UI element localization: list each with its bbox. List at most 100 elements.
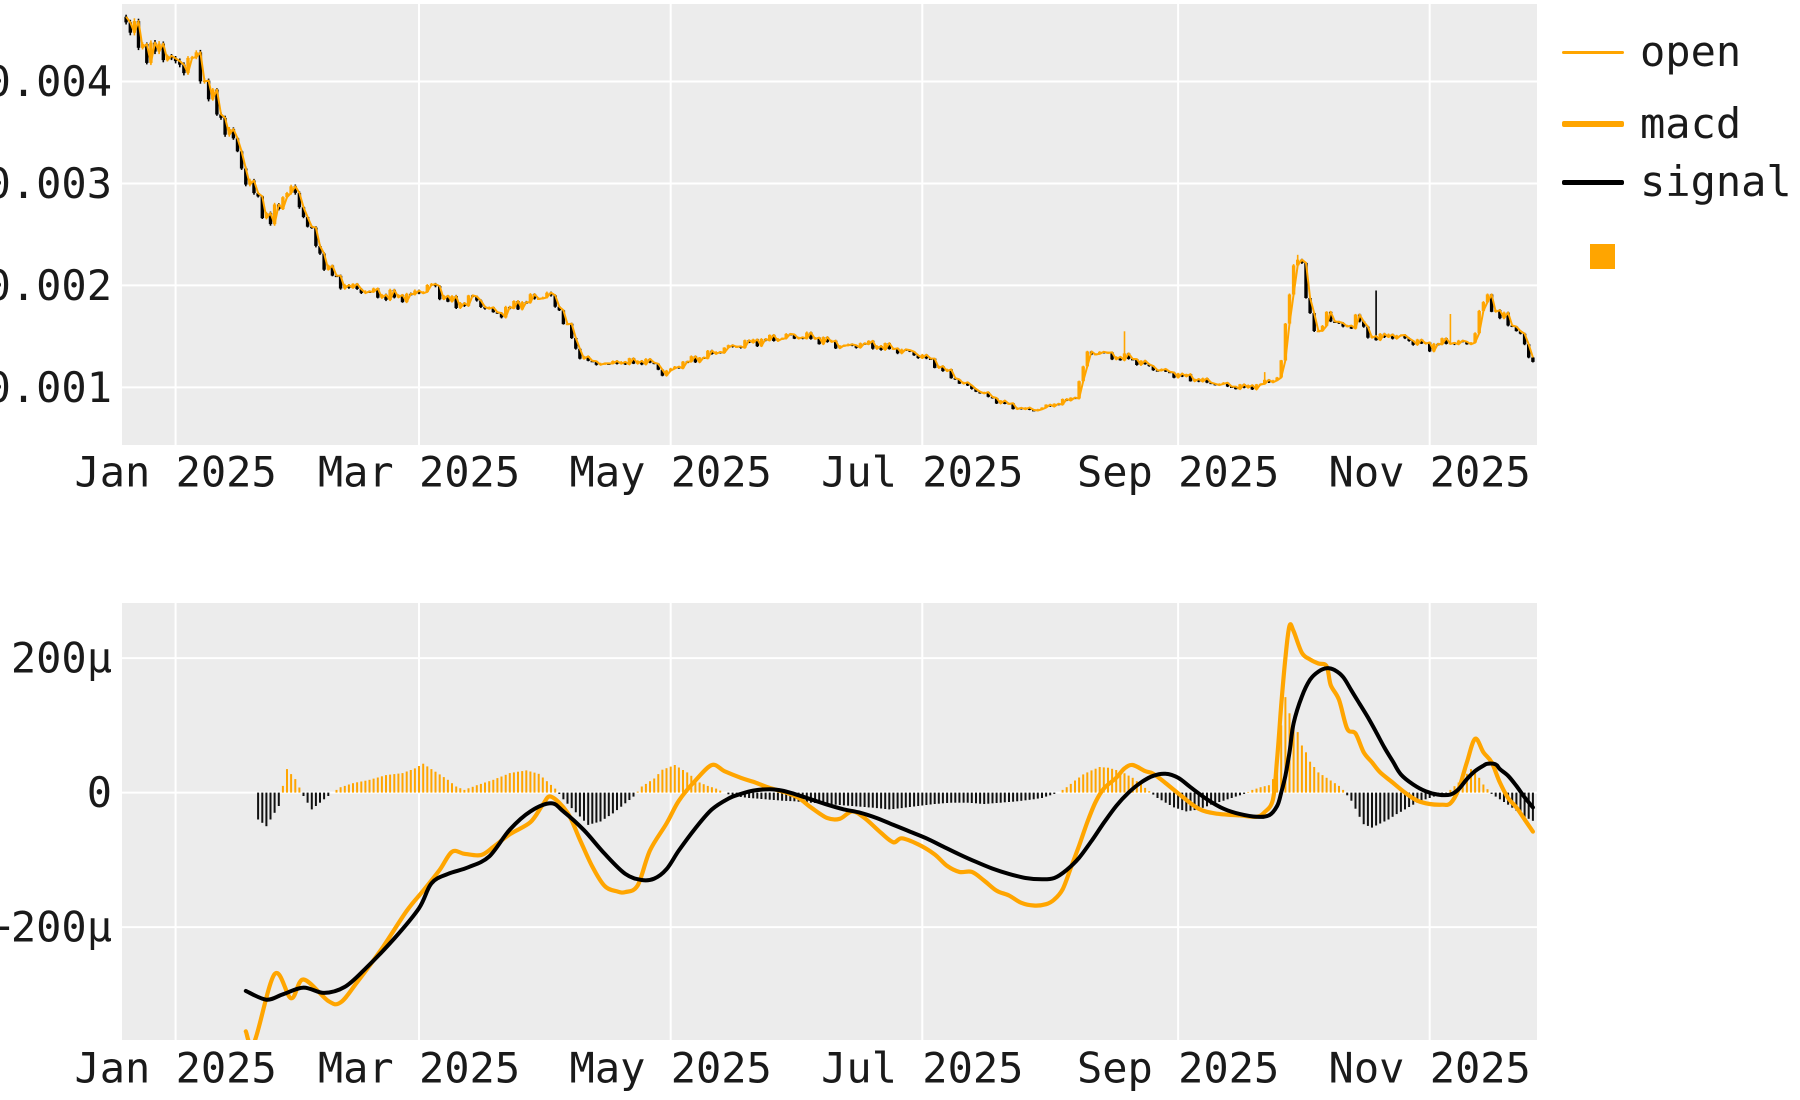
candle-body <box>359 289 363 293</box>
candle-body <box>623 361 627 365</box>
candle-body <box>924 354 929 359</box>
candle-body <box>759 339 764 347</box>
candle-body <box>1353 314 1358 329</box>
candle-body <box>660 369 665 376</box>
candle-body <box>239 151 244 169</box>
candle-body <box>1126 353 1131 359</box>
candle-body <box>768 334 772 341</box>
candle-body <box>504 306 508 318</box>
candle-body <box>260 196 264 219</box>
candle-body <box>1003 400 1007 404</box>
candle-body <box>1279 360 1283 378</box>
candle-body <box>887 343 891 350</box>
candle-body <box>400 294 405 303</box>
candle-body <box>417 290 421 294</box>
candle-body <box>301 207 306 217</box>
candle-body <box>285 193 289 198</box>
candle-body <box>883 343 887 350</box>
candle-body <box>1403 335 1407 339</box>
candle-body <box>792 334 797 339</box>
candle-body <box>1506 312 1510 326</box>
macd-x-tick-label: Mar 2025 <box>318 1044 520 1093</box>
candle-body <box>149 42 153 63</box>
candle-body <box>281 197 285 210</box>
candle-body <box>215 89 219 115</box>
candle-body <box>256 193 260 197</box>
candle-body <box>1135 359 1139 365</box>
candle-body <box>1164 368 1168 372</box>
candle-body <box>941 366 945 372</box>
candle-body <box>1296 259 1300 266</box>
candle-body <box>297 192 302 208</box>
candle-body <box>1386 334 1391 338</box>
candle-body <box>867 340 871 345</box>
candle-body <box>1349 325 1354 329</box>
candle-body <box>1291 265 1296 295</box>
candle-body <box>1320 325 1325 331</box>
candle-body <box>706 350 710 359</box>
candle-body <box>743 340 747 348</box>
candle-body <box>1139 360 1143 365</box>
legend-label-open: open <box>1640 27 1742 76</box>
candle-body <box>252 180 256 194</box>
candle-body <box>479 300 483 307</box>
candle-body <box>970 385 974 389</box>
candle-body <box>578 348 582 359</box>
macd-x-tick-label: Jan 2025 <box>74 1044 276 1093</box>
candle-body <box>1477 310 1481 334</box>
candle-body <box>136 21 141 48</box>
candle-body <box>1514 326 1519 332</box>
macd-y-tick-label: −200µ <box>0 903 112 952</box>
candle-body <box>900 349 904 354</box>
candle-body <box>1176 373 1180 378</box>
candle-body <box>561 310 566 325</box>
price-x-tick-label: Mar 2025 <box>318 448 520 497</box>
candle-body <box>631 358 636 364</box>
candle-body <box>305 217 310 227</box>
candle-body <box>1143 360 1147 365</box>
legend-label-signal: signal <box>1640 157 1792 206</box>
candle-body <box>223 117 227 135</box>
candle-body <box>1052 403 1056 407</box>
candle-body <box>916 355 920 359</box>
candle-body <box>161 43 165 61</box>
candle-body <box>1151 366 1155 371</box>
candle-body <box>1498 310 1502 319</box>
candle-body <box>895 348 900 354</box>
macd-x-tick-label: Sep 2025 <box>1077 1044 1279 1093</box>
candle-body <box>693 356 698 363</box>
candle-body <box>949 369 953 379</box>
candle-body <box>124 16 128 23</box>
signal-line <box>243 666 1535 1002</box>
candle-body <box>1085 351 1089 367</box>
candle-body <box>211 89 215 100</box>
candle-body <box>1411 340 1415 345</box>
candle-body <box>413 290 417 295</box>
price-y-tick-label: 0.003 <box>0 159 112 208</box>
candle-body <box>817 337 821 345</box>
candle-body <box>1522 333 1527 345</box>
candle-body <box>293 186 297 193</box>
candle-body <box>933 358 937 368</box>
candle-body <box>145 44 149 63</box>
candle-body <box>966 382 970 386</box>
candle-body <box>1366 326 1370 338</box>
candle-body <box>1395 335 1399 339</box>
candle-body <box>499 313 504 318</box>
candle-body <box>330 265 335 276</box>
candle-body <box>825 337 830 342</box>
histogram-square-swatch-icon <box>1590 244 1615 269</box>
candle-body <box>1275 377 1279 381</box>
candle-body <box>388 289 392 300</box>
candle-body <box>1122 353 1127 361</box>
candle-body <box>986 392 990 397</box>
candle-body <box>648 358 652 363</box>
candle-body <box>1069 397 1073 401</box>
candle-body <box>871 340 875 349</box>
macd-x-tick-label: Nov 2025 <box>1329 1044 1531 1093</box>
candle-body <box>920 354 924 359</box>
candle-body <box>438 286 442 300</box>
candle-body <box>1378 333 1382 341</box>
candle-body <box>272 204 277 225</box>
candle-body <box>1527 344 1531 358</box>
